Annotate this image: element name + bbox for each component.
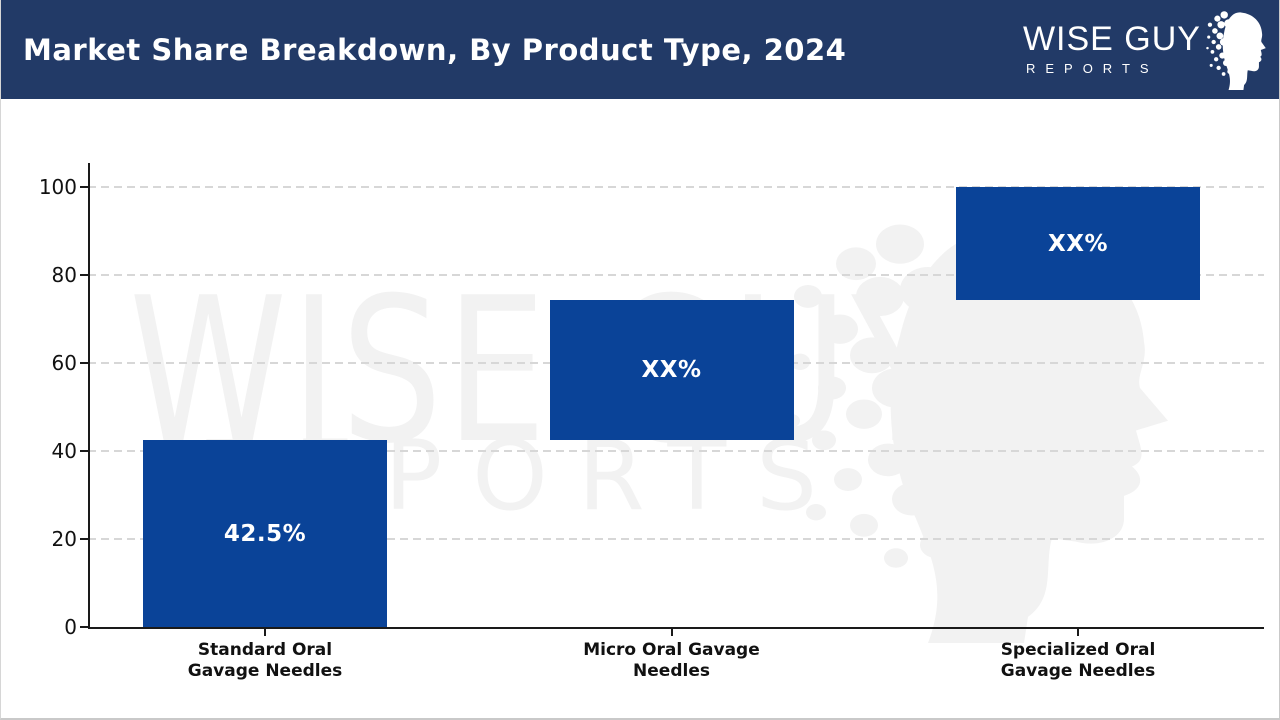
page-title: Market Share Breakdown, By Product Type,… <box>23 33 847 67</box>
bar-value-label: XX% <box>1047 230 1108 257</box>
x-category-label-line: Micro Oral Gavage <box>583 640 760 660</box>
y-tick-label: 80 <box>51 263 77 287</box>
x-category-label-line: Gavage Needles <box>187 661 343 681</box>
y-tick-mark <box>80 450 88 452</box>
gridline <box>88 450 1264 452</box>
logo-reports-text: REPORTS <box>1025 61 1159 76</box>
bar-value-label: XX% <box>641 357 702 384</box>
x-category-label: Specialized Oral Gavage Needles <box>938 640 1218 682</box>
y-tick-label: 0 <box>64 615 77 639</box>
x-tick-mark <box>670 629 673 636</box>
y-tick-mark <box>80 626 88 628</box>
x-axis-line <box>88 627 1264 629</box>
gridline <box>88 274 1264 276</box>
x-category-label-line: Gavage Needles <box>1000 661 1156 681</box>
y-tick-mark <box>80 274 88 276</box>
x-category-label-line: Needles <box>633 661 710 681</box>
logo-face-icon <box>1206 11 1266 90</box>
y-tick-label: 20 <box>51 527 77 551</box>
gridline <box>88 538 1264 540</box>
x-category-label-line: Specialized Oral <box>1000 640 1156 660</box>
logo-text: WISE GUY REPORTS <box>1023 22 1201 76</box>
x-tick-mark <box>1077 629 1079 636</box>
y-tick-mark <box>80 186 88 188</box>
logo-wordmark: WISE GUY <box>1022 20 1201 58</box>
gridline <box>88 186 1264 188</box>
header-bar: Market Share Breakdown, By Product Type,… <box>1 0 1279 99</box>
x-category-label-line: Standard Oral <box>197 640 333 660</box>
bar-segment: XX% <box>549 300 794 440</box>
bar-value-label: 42.5% <box>223 520 307 547</box>
y-tick-label: 60 <box>51 351 77 375</box>
y-tick-label: 100 <box>38 175 77 199</box>
y-tick-mark <box>80 362 88 364</box>
bar-segment: 42.5% <box>143 440 387 627</box>
x-category-label: Standard Oral Gavage Needles <box>125 640 405 682</box>
x-category-label: Micro Oral Gavage Needles <box>532 640 812 682</box>
y-axis-line <box>88 163 90 629</box>
x-tick-mark <box>264 629 266 636</box>
y-tick-label: 40 <box>51 439 77 463</box>
bar-segment: XX% <box>956 187 1200 301</box>
y-tick-mark <box>80 538 88 540</box>
logo: WISE GUY REPORTS <box>1023 10 1267 90</box>
